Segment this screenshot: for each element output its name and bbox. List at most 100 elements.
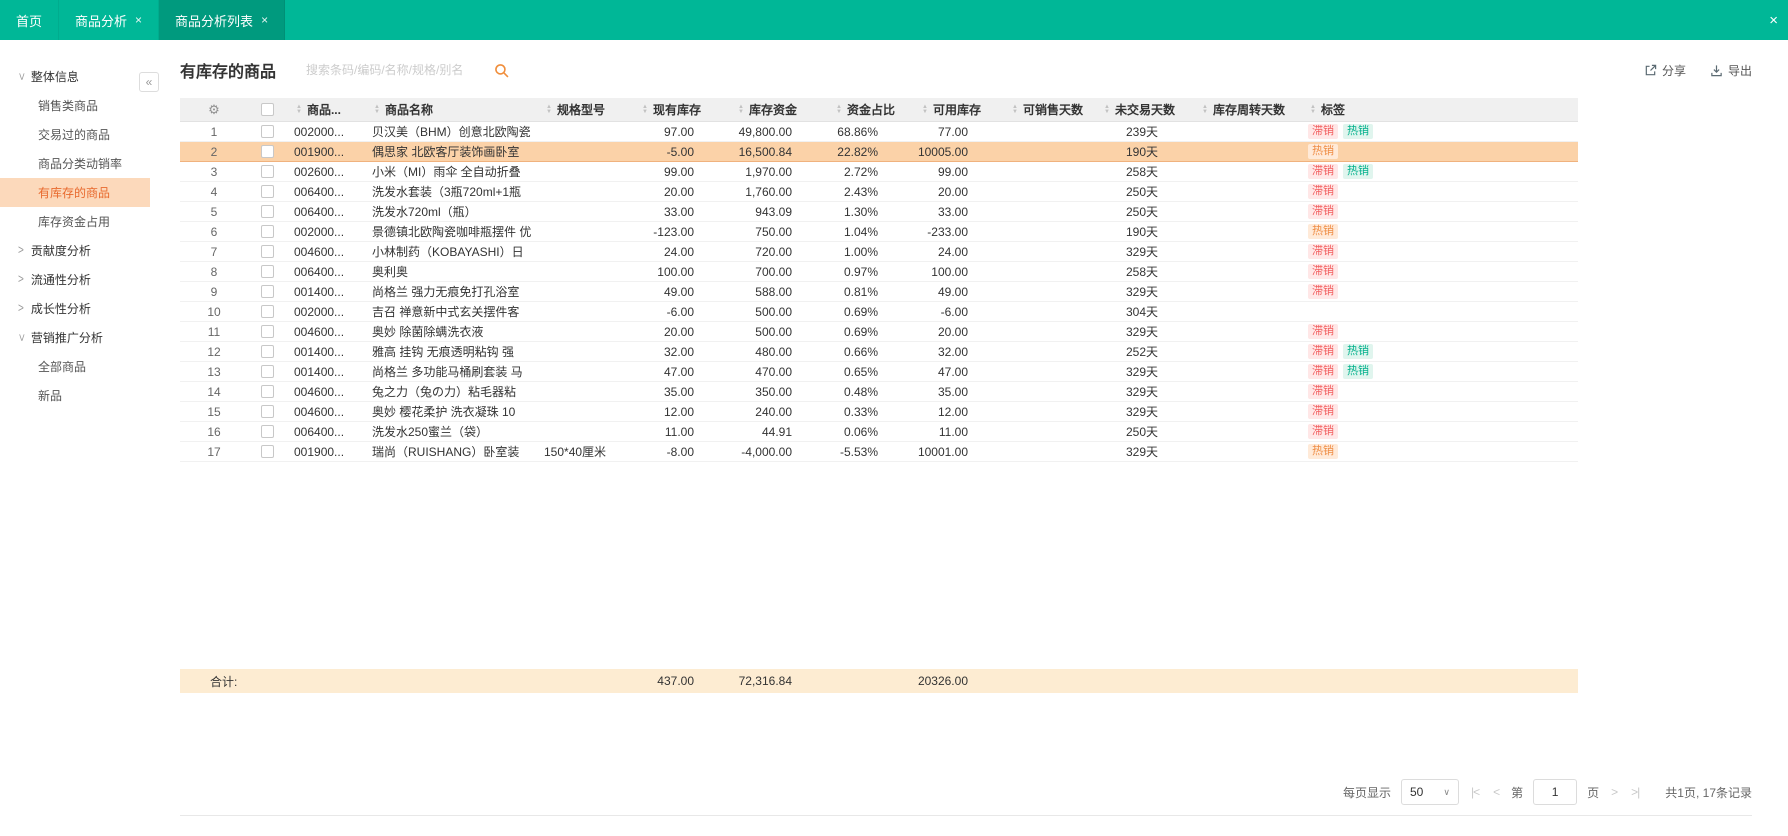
table-row[interactable]: 17 001900... 瑞尚（RUISHANG）卧室装 150*40厘米 -8.00 -… [180,442,1578,462]
row-checkbox[interactable] [260,265,274,278]
row-checkbox[interactable] [260,365,274,378]
cell-code: 001400... [294,284,345,299]
sidebar-item[interactable]: 新品 [38,389,63,403]
products-table: ⚙ ▲ ▼ 商品... ▲ ▼ 商品名称 ▲ ▼ 规格型号 ▲ ▼ 现有库存 ▲ ▼ 库存资金 ▲ ▼ 资金占比 ▲… [180,98,1578,693]
cell-sell [1002,302,1094,321]
column-header-spec[interactable]: ▲ ▼ 规格型号 [536,98,632,121]
cell-tags: 滞销 热销 [1300,342,1578,361]
sidebar-item[interactable]: 销售类商品 [38,99,99,113]
next-page-button[interactable]: > [1611,785,1618,799]
cell-tags [1300,302,1578,321]
table-row[interactable]: 12 001400... 雅高 挂钩 无痕透明粘钩 强 32.00 480.00 0.66… [180,342,1578,362]
page-number-input[interactable] [1533,779,1578,805]
sidebar-item[interactable]: 有库存的商品 [0,178,150,207]
table-row[interactable]: 16 006400... 洗发水250蜜兰（袋） 11.00 44.91 0.06% 11.… [180,422,1578,442]
row-index: 17 [207,444,221,459]
sidebar-group[interactable]: > 营销推广分析 [0,323,150,352]
sidebar-item[interactable]: 全部商品 [38,360,87,374]
column-header-notrade[interactable]: ▲ ▼ 未交易天数 [1094,98,1192,121]
select-all-checkbox[interactable] [260,103,274,116]
column-header-fund[interactable]: ▲ ▼ 库存资金 [728,98,826,121]
table-row[interactable]: 11 004600... 奥妙 除菌除螨洗衣液 20.00 500.00 0.69% 20.… [180,322,1578,342]
table-row[interactable]: 13 001400... 尚格兰 多功能马桶刷套装 马 47.00 470.00 0.65… [180,362,1578,382]
row-checkbox[interactable] [260,445,274,458]
table-row[interactable]: 10 002000... 吉召 禅意新中式玄关摆件客 -6.00 500.00 0.69%… [180,302,1578,322]
checkbox-cell [248,322,286,341]
row-checkbox[interactable] [260,325,274,338]
column-header-code[interactable]: ▲ ▼ 商品... [286,98,364,121]
tag: 滞销 [1308,404,1338,419]
table-row[interactable]: 7 004600... 小林制药（KOBAYASHI）日 24.00 720.00 1.0… [180,242,1578,262]
cell-tags: 滞销 [1300,242,1578,261]
tab-1[interactable]: 首页 [0,0,60,40]
column-header-sell[interactable]: ▲ ▼ 可销售天数 [1002,98,1094,121]
row-checkbox[interactable] [260,205,274,218]
sidebar-item[interactable]: 库存资金占用 [38,215,111,229]
row-checkbox[interactable] [260,185,274,198]
row-checkbox[interactable] [260,425,274,438]
table-row[interactable]: 15 004600... 奥妙 樱花柔护 洗衣凝珠 10 12.00 240.00 0.3… [180,402,1578,422]
cell-stock: -6.00 [666,304,694,319]
row-checkbox[interactable] [260,345,274,358]
cell-spec [536,182,632,201]
row-checkbox[interactable] [260,305,274,318]
cell-name: 小林制药（KOBAYASHI）日 [372,245,524,259]
search-input[interactable] [306,63,487,77]
column-header-ratio[interactable]: ▲ ▼ 资金占比 [826,98,912,121]
topbar-close-icon[interactable]: × [1769,11,1778,29]
checkbox-cell [248,182,286,201]
export-icon [1710,64,1723,77]
table-row[interactable]: 8 006400... 奥利奥 100.00 700.00 0.97% 100.00 258天… [180,262,1578,282]
table-row[interactable]: 5 006400... 洗发水720ml（瓶） 33.00 943.09 1.30% 33.… [180,202,1578,222]
search-icon[interactable] [494,63,509,78]
column-label: 未交易天数 [1114,103,1175,117]
row-checkbox[interactable] [260,385,274,398]
first-page-button[interactable]: |< [1470,785,1480,799]
sidebar-collapse-button[interactable]: « [139,72,159,92]
cell-stock: 20.00 [663,184,694,199]
sidebar-group[interactable]: > 成长性分析 [0,294,150,323]
table-row[interactable]: 2 001900... 偶思家 北欧客厅装饰画卧室 -5.00 16,500.84 22.… [180,142,1578,162]
cell-sell [1002,362,1094,381]
row-checkbox[interactable] [260,285,274,298]
table-row[interactable]: 1 002000... 贝汉美（BHM）创意北欧陶瓷 97.00 49,800.00 68… [180,122,1578,142]
column-header-name[interactable]: ▲ ▼ 商品名称 [364,98,536,121]
row-checkbox[interactable] [260,225,274,238]
cell-name: 尚格兰 强力无痕免打孔浴室 [372,285,520,299]
row-checkbox[interactable] [260,405,274,418]
tab-3[interactable]: 商品分析列表 × [159,0,286,40]
row-checkbox[interactable] [260,125,274,138]
table-row[interactable]: 6 002000... 景德镇北欧陶瓷咖啡瓶摆件 优 -123.00 750.00 1.0… [180,222,1578,242]
row-checkbox[interactable] [260,145,274,158]
column-header-stock[interactable]: ▲ ▼ 现有库存 [632,98,728,121]
page-size-select[interactable]: 50 ∨ [1400,779,1459,805]
last-page-button[interactable]: >| [1631,785,1640,799]
cell-stock: 33.00 [663,204,694,219]
gear-column-header[interactable]: ⚙ [180,98,248,121]
share-button[interactable]: 分享 [1644,62,1686,79]
column-header-avail[interactable]: ▲ ▼ 可用库存 [912,98,1002,121]
table-row[interactable]: 9 001400... 尚格兰 强力无痕免打孔浴室 49.00 588.00 0.81% 4… [180,282,1578,302]
table-row[interactable]: 4 006400... 洗发水套装（3瓶720ml+1瓶 20.00 1,760.00 2… [180,182,1578,202]
sidebar-group[interactable]: > 整体信息 [0,62,150,91]
sidebar-item[interactable]: 商品分类动销率 [38,157,123,171]
sidebar-group[interactable]: > 流通性分析 [0,265,150,294]
cell-sell [1002,402,1094,421]
tab-close-icon[interactable]: × [261,13,269,27]
table-row[interactable]: 3 002600... 小米（MI）雨伞 全自动折叠 99.00 1,970.00 2.7… [180,162,1578,182]
prev-page-button[interactable]: < [1493,785,1500,799]
column-header-tags[interactable]: ▲ ▼ 标签 [1300,98,1578,121]
cell-ratio: 1.04% [843,224,878,239]
footer-divider [180,815,1752,816]
sidebar-item[interactable]: 交易过的商品 [38,128,111,142]
row-index: 3 [210,164,218,179]
export-button[interactable]: 导出 [1710,62,1752,79]
row-checkbox[interactable] [260,165,274,178]
row-checkbox[interactable] [260,245,274,258]
sidebar-group[interactable]: > 贡献度分析 [0,236,150,265]
table-row[interactable]: 14 004600... 兔之力（兔の力）粘毛器粘 35.00 350.00 0.48% 3… [180,382,1578,402]
tab-close-icon[interactable]: × [135,13,143,27]
column-header-turn[interactable]: ▲ ▼ 库存周转天数 [1192,98,1300,121]
tab-2[interactable]: 商品分析 × [59,0,160,40]
row-index: 7 [210,244,218,259]
